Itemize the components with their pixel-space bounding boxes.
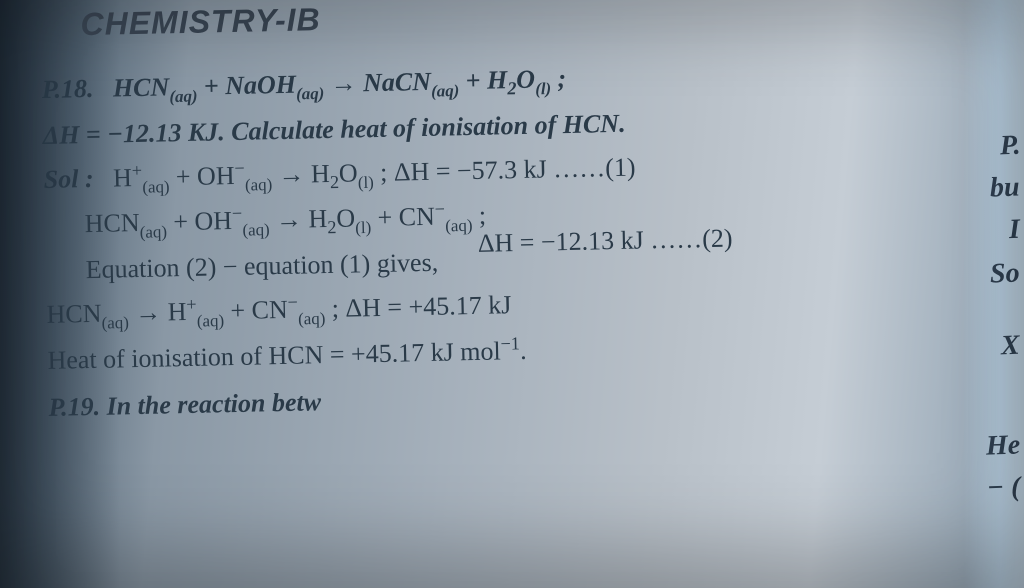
reactant-hcn: HCN [113,73,170,103]
t: H [113,163,132,192]
sub: (aq) [197,311,225,331]
o: O [516,65,535,94]
sup: + [131,160,142,180]
delta-h-value: −12.13 KJ. [107,117,225,148]
problem-prompt: Calculate heat of ionisation of HCN. [231,109,626,146]
t: OH [194,206,232,236]
h-plus: H+(aq) [113,162,170,192]
plus: + [204,71,226,100]
eq2-minus-eq1: Equation (2) − equation (1) gives, [85,248,438,284]
edge-fragment: I [1009,214,1021,246]
oh-minus-2: OH−(aq) [194,206,270,237]
dh-1: ΔH = −57.3 kJ [394,154,548,186]
sol-label: Sol : [43,163,93,193]
edge-fragment: So [990,257,1021,290]
sep: ; [380,157,394,186]
hcn-aq-4: HCN(aq) [46,298,129,329]
edge-fragment: P. [999,130,1021,163]
o: O [336,204,355,233]
hcn-aq: HCN(aq) [84,208,167,239]
t: HCN [84,208,140,238]
plus: + [377,203,399,232]
next-problem-text: In the reaction betw [106,387,321,420]
product-nacn: NaCN [363,67,431,97]
edge-fragment: He [985,429,1020,462]
plus: + [465,66,487,95]
sub: (l) [355,218,371,237]
o: O [339,158,358,187]
semi: ; [557,64,566,93]
sup: − [434,199,445,219]
edge-fragment: bu [990,171,1021,204]
problem-number: P.18. [42,74,94,104]
cn-minus: CN−(aq) [398,201,472,232]
arrow: → [330,68,363,98]
plus: + [230,295,252,324]
reactant-naoh: NaOH [225,70,296,100]
sub: (l) [358,172,374,191]
next-problem-number: P.19. [48,392,100,422]
sub: (aq) [142,177,170,197]
h2o-2: H2O(l) [308,203,371,233]
dh-2: ΔH = −12.13 kJ [477,226,644,258]
arrow: → [278,159,311,189]
per-mol-exp: −1 [500,333,520,353]
t: CN [398,202,435,232]
t: OH [197,161,235,191]
sub: (aq) [101,313,129,333]
t: CN [251,295,288,325]
h-plus-4: H+(aq) [167,296,224,326]
sub: (l) [535,79,551,98]
arrow: → [276,205,309,235]
sub: (aq) [296,84,325,104]
book-header: CHEMISTRY-IB [80,0,941,50]
sup: − [287,292,298,312]
sup: − [232,204,243,224]
h: H [487,65,508,94]
cn-minus-4: CN−(aq) [251,294,325,325]
sub: (aq) [169,87,198,107]
sub: (aq) [431,81,460,101]
sub: (aq) [445,216,473,236]
sub: (aq) [245,175,273,195]
h: H [308,204,327,233]
arrow: → [135,297,168,327]
plus: + [176,161,198,190]
dh-4: ΔH = +45.17 kJ [345,290,512,322]
sub: (aq) [242,220,270,240]
s2: 2 [327,217,337,237]
delta-h-label: ΔH = [43,120,108,150]
full-stop: . [520,335,527,364]
t: H [167,297,186,326]
sub: (aq) [298,309,326,329]
edge-fragment: X [1001,330,1021,363]
sub: (aq) [140,223,168,243]
sup: + [186,294,197,314]
heat-of-ionisation: Heat of ionisation of HCN = +45.17 kJ mo… [47,336,501,374]
eqnum-2: ……(2) [650,224,733,255]
sup: − [234,158,245,178]
plus: + [173,207,195,236]
sep: ; [331,293,345,322]
h2o: H2O(l) [311,158,374,188]
h: H [311,159,330,188]
eqnum-1: ……(1) [553,152,636,183]
product-h2o: H2O(l) [487,65,552,95]
t: HCN [46,299,102,329]
edge-fragment: − ( [986,471,1020,504]
oh-minus: OH−(aq) [197,160,273,191]
